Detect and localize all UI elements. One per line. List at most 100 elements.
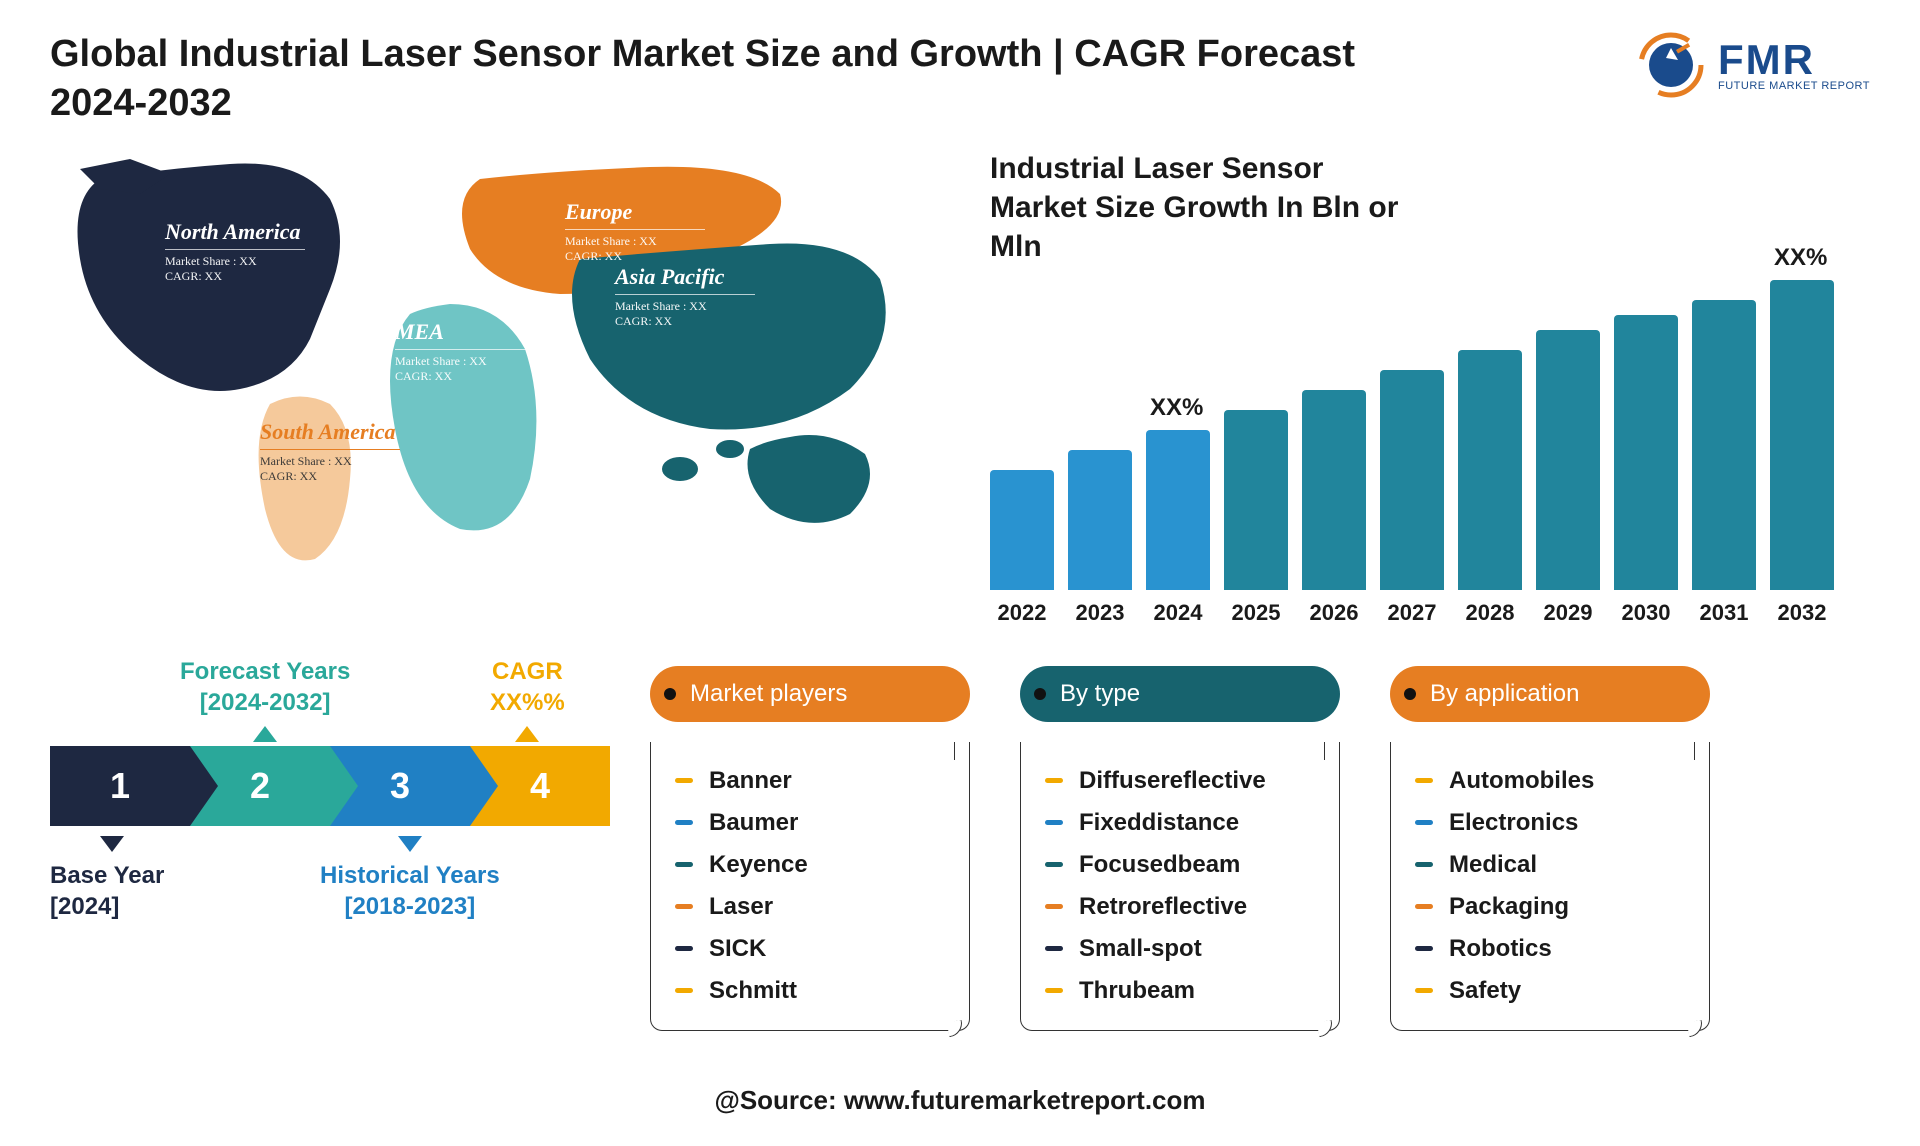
bar-column: 2031 [1692, 300, 1756, 626]
timeline-cagr-label: CAGR XX%% [490, 656, 565, 742]
category-title: By application [1430, 680, 1579, 708]
category-header: By application [1390, 666, 1710, 722]
bar [1770, 280, 1834, 590]
bar [1458, 350, 1522, 590]
bar-column: 2029 [1536, 330, 1600, 626]
region-cagr: CAGR: XX [395, 369, 535, 384]
region-share: Market Share : XX [165, 254, 305, 269]
bullet-icon [1045, 946, 1063, 951]
list-item-label: Baumer [709, 809, 798, 837]
logo-text-sub: FUTURE MARKET REPORT [1718, 81, 1870, 92]
bullet-icon [675, 946, 693, 951]
pct-label: XX% [1150, 394, 1203, 422]
bar-column: 2024 [1146, 430, 1210, 626]
list-item: Robotics [1415, 928, 1697, 970]
list-item-label: Retroreflective [1079, 893, 1247, 921]
bullet-icon [675, 778, 693, 783]
bar-year-label: 2025 [1232, 600, 1281, 626]
source-attribution: @Source: www.futuremarketreport.com [714, 1085, 1205, 1116]
bar-column: 2030 [1614, 315, 1678, 626]
timeline-forecast-label: Forecast Years [2024-2032] [180, 656, 350, 742]
list-item: Small-spot [1045, 928, 1327, 970]
category-header: Market players [650, 666, 970, 722]
category-list: Banner Baumer Keyence Laser SICK Schmitt [650, 742, 970, 1031]
list-item-label: Focusedbeam [1079, 851, 1240, 879]
region-cagr: CAGR: XX [615, 314, 755, 329]
bar-year-label: 2030 [1622, 600, 1671, 626]
list-item-label: Packaging [1449, 893, 1569, 921]
list-item: Electronics [1415, 802, 1697, 844]
bar [1614, 315, 1678, 590]
bullet-icon [1415, 820, 1433, 825]
region-name: North America [165, 219, 305, 245]
bar-chart: Industrial Laser Sensor Market Size Grow… [990, 139, 1870, 626]
list-item-label: Laser [709, 893, 773, 921]
bullet-icon [675, 820, 693, 825]
category-box: By applicationAutomobilesElectronicsMedi… [1390, 666, 1710, 1031]
region-mea: MEA Market Share : XX CAGR: XX [395, 319, 535, 384]
bullet-icon [675, 904, 693, 909]
region-cagr: CAGR: XX [565, 249, 705, 264]
bullet-icon [675, 988, 693, 993]
region-share: Market Share : XX [260, 454, 400, 469]
bar [1068, 450, 1132, 590]
bar-column: 2027 [1380, 370, 1444, 626]
bar-column: 2023 [1068, 450, 1132, 626]
bullet-icon [664, 688, 676, 700]
list-item: Laser [675, 886, 957, 928]
bar [1146, 430, 1210, 590]
list-item-label: Keyence [709, 851, 808, 879]
list-item: Fixeddistance [1045, 802, 1327, 844]
list-item: SICK [675, 928, 957, 970]
bar [1692, 300, 1756, 590]
bar [1536, 330, 1600, 590]
bar-column: 2022 [990, 470, 1054, 626]
region-europe: Europe Market Share : XX CAGR: XX [565, 199, 705, 264]
category-title: By type [1060, 680, 1140, 708]
region-name: MEA [395, 319, 535, 345]
category-list: AutomobilesElectronicsMedicalPackagingRo… [1390, 742, 1710, 1031]
bar-year-label: 2024 [1154, 600, 1203, 626]
region-name: South America [260, 419, 400, 445]
list-item: Automobiles [1415, 760, 1697, 802]
region-cagr: CAGR: XX [260, 469, 400, 484]
bar [1302, 390, 1366, 590]
region-share: Market Share : XX [565, 234, 705, 249]
bullet-icon [1034, 688, 1046, 700]
list-item-label: Schmitt [709, 977, 797, 1005]
category-list: Diffusereflective Fixeddistance Focusedbea… [1020, 742, 1340, 1031]
bar [990, 470, 1054, 590]
bullet-icon [1415, 778, 1433, 783]
bullet-icon [675, 862, 693, 867]
bullet-icon [1045, 862, 1063, 867]
bar-column: 2025 [1224, 410, 1288, 626]
list-item: Thrubeam [1045, 970, 1327, 1012]
bar-year-label: 2027 [1388, 600, 1437, 626]
list-item: Banner [675, 760, 957, 802]
bar [1380, 370, 1444, 590]
bullet-icon [1045, 904, 1063, 909]
list-item: Baumer [675, 802, 957, 844]
bar-column: 2028 [1458, 350, 1522, 626]
list-item-label: Safety [1449, 977, 1521, 1005]
list-item: Packaging [1415, 886, 1697, 928]
list-item-label: Electronics [1449, 809, 1578, 837]
fmr-logo: FMR FUTURE MARKET REPORT [1636, 30, 1870, 100]
list-item: Focusedbeam [1045, 844, 1327, 886]
bullet-icon [1415, 862, 1433, 867]
bullet-icon [1415, 904, 1433, 909]
logo-text-main: FMR [1718, 39, 1870, 81]
bar-year-label: 2028 [1466, 600, 1515, 626]
list-item-label: SICK [709, 935, 766, 963]
region-asia-pacific: Asia Pacific Market Share : XX CAGR: XX [615, 264, 755, 329]
logo-icon [1636, 30, 1706, 100]
bullet-icon [1404, 688, 1416, 700]
list-item-label: Banner [709, 767, 792, 795]
bullet-icon [1415, 988, 1433, 993]
bar-column: 2032 [1770, 280, 1834, 626]
list-item: Schmitt [675, 970, 957, 1012]
category-box: By type Diffusereflective Fixeddistance Foc… [1020, 666, 1340, 1031]
list-item-label: Diffusereflective [1079, 767, 1266, 795]
bullet-icon [1045, 778, 1063, 783]
world-map: North America Market Share : XX CAGR: XX… [50, 139, 950, 579]
